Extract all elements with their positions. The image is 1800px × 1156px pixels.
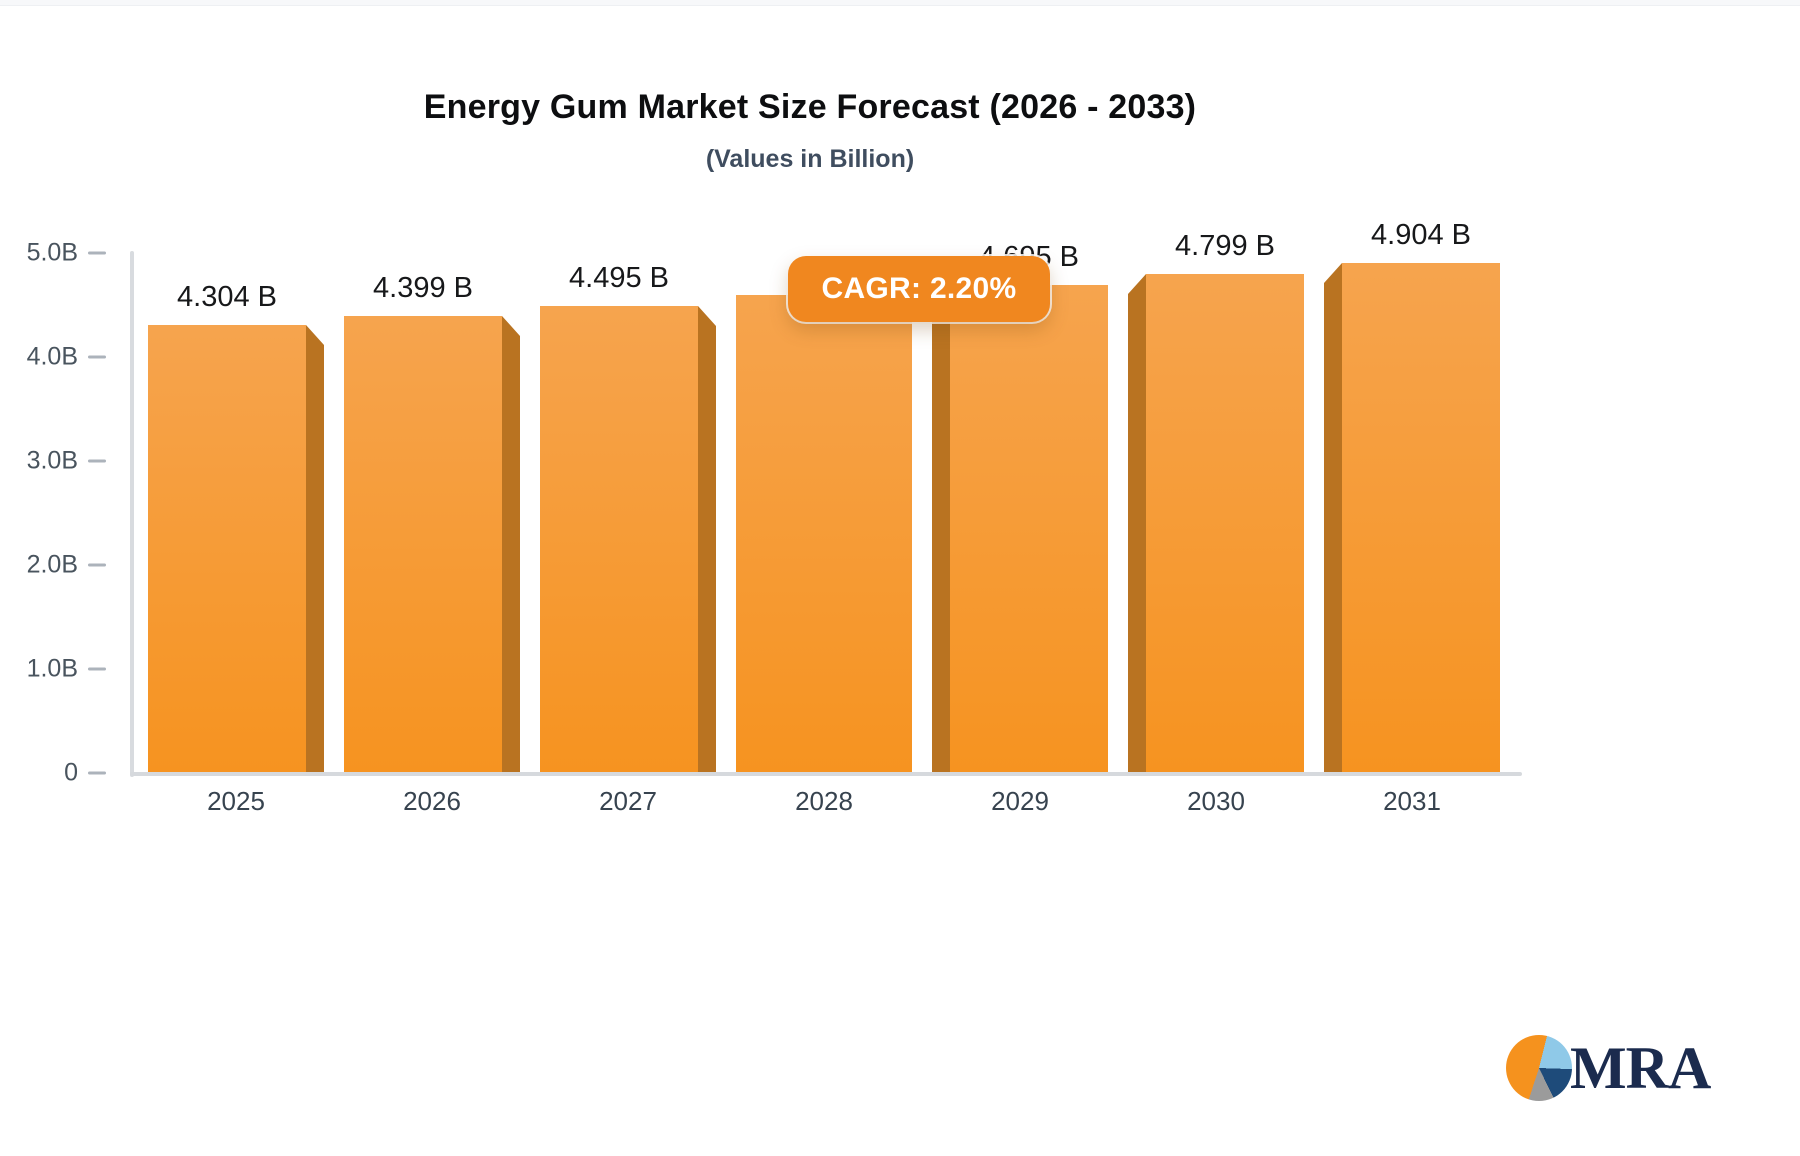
bar-value-label: 4.904 B xyxy=(1371,219,1471,251)
chart-title: Energy Gum Market Size Forecast (2026 - … xyxy=(423,88,1197,126)
cagr-badge: CAGR: 2.20% xyxy=(788,256,1050,322)
cagr-badge-label: CAGR: 2.20% xyxy=(821,272,1017,305)
y-tick-label: 5.0B xyxy=(26,238,78,267)
chart-subtitle: (Values in Billion) xyxy=(705,145,915,173)
bar-value-label: 4.495 B xyxy=(569,262,669,294)
x-category-label: 2026 xyxy=(403,786,461,816)
bar-value-label: 4.399 B xyxy=(373,272,473,304)
x-category-label: 2027 xyxy=(599,786,657,816)
bar-3d-side xyxy=(1324,263,1342,773)
y-tick-mark xyxy=(88,667,106,671)
x-category-label: 2030 xyxy=(1187,786,1245,816)
bar-value-label: 4.304 B xyxy=(177,281,277,313)
bar-3d-side xyxy=(698,306,716,773)
y-tick-label: 0 xyxy=(64,758,78,787)
chart-header: Energy Gum Market Size Forecast (2026 - … xyxy=(0,88,1620,174)
x-category-label: 2028 xyxy=(795,786,853,816)
bar-3d-side xyxy=(502,316,520,773)
y-tick-mark xyxy=(88,355,106,359)
bar xyxy=(1342,263,1500,773)
y-tick-label: 4.0B xyxy=(26,342,78,371)
mra-logo-text: MRA xyxy=(1570,1035,1711,1101)
bar xyxy=(1146,274,1304,773)
page-top-strip xyxy=(0,0,1800,6)
y-tick-mark xyxy=(88,251,106,255)
x-category-label: 2025 xyxy=(207,786,265,816)
y-tick-label: 3.0B xyxy=(26,446,78,475)
bar-3d-side xyxy=(306,325,324,773)
pie-chart-logo-icon xyxy=(1506,1035,1572,1101)
x-category-label: 2031 xyxy=(1383,786,1441,816)
y-axis-line xyxy=(130,251,134,777)
y-tick-mark xyxy=(88,771,106,775)
bar xyxy=(950,285,1108,773)
y-tick-mark xyxy=(88,459,106,463)
bar xyxy=(736,295,912,773)
bar-3d-side xyxy=(932,285,950,773)
bar-value-label: 4.799 B xyxy=(1175,230,1275,262)
y-tick-label: 2.0B xyxy=(26,550,78,579)
bar xyxy=(540,306,698,773)
bar xyxy=(148,325,306,773)
bar-3d-side xyxy=(1128,274,1146,773)
x-category-label: 2029 xyxy=(991,786,1049,816)
bar xyxy=(344,316,502,773)
mra-logo: MRA xyxy=(1506,1030,1711,1106)
y-tick-label: 1.0B xyxy=(26,654,78,683)
y-tick-mark xyxy=(88,563,106,567)
x-axis-line xyxy=(130,772,1522,776)
